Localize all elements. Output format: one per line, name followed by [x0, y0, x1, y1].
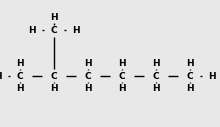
Text: H: H — [187, 59, 194, 68]
Text: C: C — [153, 72, 159, 81]
Text: C: C — [187, 72, 194, 81]
Text: H: H — [118, 59, 126, 68]
Text: H: H — [50, 84, 58, 93]
Text: H: H — [152, 59, 160, 68]
Text: C: C — [119, 72, 125, 81]
Text: H: H — [84, 59, 92, 68]
Text: H: H — [28, 26, 36, 35]
Text: H: H — [187, 84, 194, 93]
Text: H: H — [0, 72, 2, 81]
Text: C: C — [51, 72, 57, 81]
Text: H: H — [72, 26, 80, 35]
Text: H: H — [16, 84, 24, 93]
Text: H: H — [152, 84, 160, 93]
Text: H: H — [209, 72, 216, 81]
Text: C: C — [16, 72, 23, 81]
Text: H: H — [16, 59, 24, 68]
Text: H: H — [84, 84, 92, 93]
Text: C: C — [85, 72, 91, 81]
Text: C: C — [51, 26, 57, 35]
Text: H: H — [118, 84, 126, 93]
Text: H: H — [50, 13, 58, 22]
